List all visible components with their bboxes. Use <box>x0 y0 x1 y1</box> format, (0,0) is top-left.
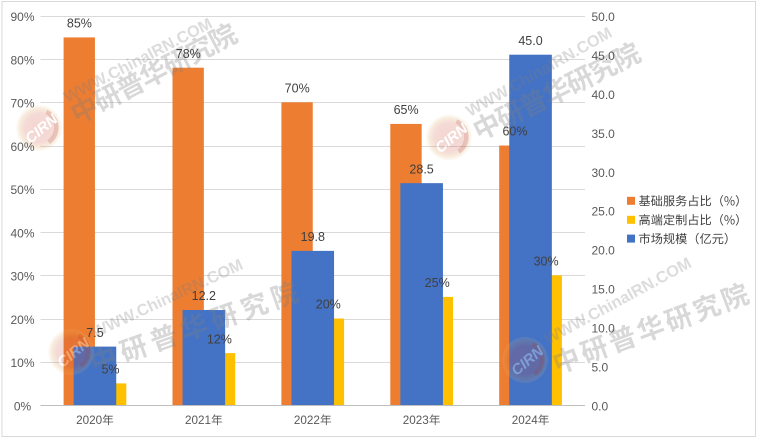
svg-text:30.0: 30.0 <box>592 166 616 180</box>
svg-text:20.0: 20.0 <box>592 244 616 258</box>
svg-text:28.5: 28.5 <box>409 162 433 176</box>
svg-text:40%: 40% <box>10 226 34 240</box>
svg-text:45.0: 45.0 <box>592 49 616 63</box>
svg-text:20%: 20% <box>10 313 34 327</box>
svg-text:65%: 65% <box>394 103 419 117</box>
svg-text:60%: 60% <box>10 140 34 154</box>
svg-text:12%: 12% <box>207 332 232 346</box>
svg-text:40.0: 40.0 <box>592 88 616 102</box>
svg-text:15.0: 15.0 <box>592 283 616 297</box>
svg-text:90%: 90% <box>10 10 34 24</box>
svg-text:2024: 2024 <box>512 414 539 427</box>
svg-text:45.0: 45.0 <box>518 34 542 48</box>
svg-text:19.8: 19.8 <box>301 230 325 244</box>
svg-text:70%: 70% <box>285 82 310 96</box>
svg-text:5%: 5% <box>101 363 119 377</box>
svg-text:10.0: 10.0 <box>592 322 616 336</box>
svg-text:50.0: 50.0 <box>592 10 616 24</box>
svg-text:2020: 2020 <box>76 414 103 427</box>
svg-text:85%: 85% <box>67 17 92 31</box>
svg-text:7.5: 7.5 <box>86 326 103 340</box>
svg-text:2023: 2023 <box>403 414 429 427</box>
svg-text:30%: 30% <box>534 255 559 269</box>
svg-text:20%: 20% <box>316 298 341 312</box>
svg-text:25.0: 25.0 <box>592 205 616 219</box>
svg-text:30%: 30% <box>10 270 34 284</box>
svg-text:12.2: 12.2 <box>192 289 216 303</box>
svg-text:2021: 2021 <box>185 414 211 427</box>
svg-text:5.0: 5.0 <box>592 360 609 374</box>
svg-text:2022: 2022 <box>294 414 320 427</box>
svg-text:0.0: 0.0 <box>592 399 609 413</box>
svg-text:80%: 80% <box>10 53 34 67</box>
svg-text:60%: 60% <box>502 125 527 139</box>
svg-text:78%: 78% <box>176 47 201 61</box>
svg-text:35.0: 35.0 <box>592 127 616 141</box>
svg-text:50%: 50% <box>10 183 34 197</box>
svg-text:10%: 10% <box>10 356 34 370</box>
svg-text:0%: 0% <box>14 399 32 413</box>
svg-text:25%: 25% <box>425 276 450 290</box>
svg-text:70%: 70% <box>10 97 34 111</box>
